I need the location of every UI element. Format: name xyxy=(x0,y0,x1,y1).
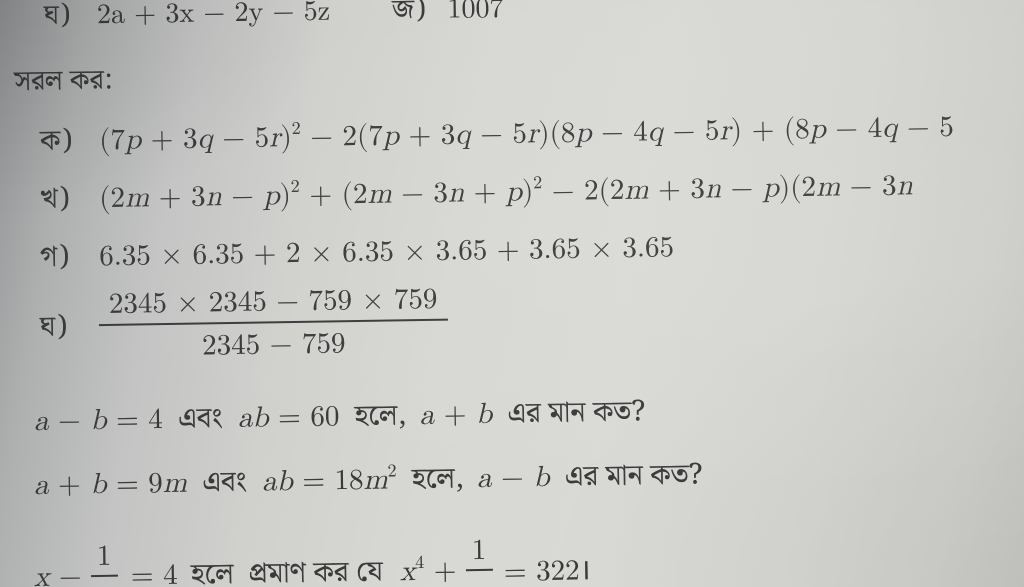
bottom-fragment: x − 1 = 4 হলে প্রমাণ কর যে x4 + 1 = 322। xyxy=(33,531,591,587)
wp1-lhs2: ab = 60 xyxy=(238,402,340,433)
heading: সরল কর: xyxy=(14,58,113,105)
top-left-expr: 2a + 3x − 2y − 5z xyxy=(97,0,331,29)
bottom-right-frac-den xyxy=(466,569,493,587)
item-kha: খ) (2m + 3n − p)2 + (2m − 3n + p)2 − 2(2… xyxy=(40,162,913,223)
label-ka: ক) xyxy=(40,117,93,165)
bottom-eq: = 4 xyxy=(131,561,178,587)
bottom-left-frac: 1 xyxy=(91,539,119,587)
item-ga: গ) 6.35 × 6.35 + 2 × 6.35 × 3.65 + 3.65 … xyxy=(40,224,675,281)
bottom-left-frac-den xyxy=(91,575,118,587)
expr-ga: 6.35 × 6.35 + 2 × 6.35 × 3.65 + 3.65 × 3… xyxy=(99,233,674,271)
label-ga: গ) xyxy=(40,233,93,281)
fraction-gha: 2345 × 2345 − 759 × 759 2345 − 759 xyxy=(99,282,449,365)
item-ka: ক) (7p + 3q − 5r)2 − 2(7p + 3q − 5r)(8p … xyxy=(40,104,954,165)
wp1-conj: এবং xyxy=(178,395,223,443)
fraction-gha-num: 2345 × 2345 − 759 × 759 xyxy=(99,282,448,324)
page: ঘ) 2a + 3x − 2y − 5z জ) 1007 সরল কর: ক) … xyxy=(0,0,1024,587)
expr-ka: (7p + 3q − 5r)2 − 2(7p + 3q − 5r)(8p − 4… xyxy=(99,113,954,155)
fraction-gha-den: 2345 − 759 xyxy=(99,319,448,365)
wp1-ask-tail: এর মান কত? xyxy=(507,388,646,437)
bottom-right-frac-num: 1 xyxy=(466,533,493,569)
wp2-lhs1: a + b = 9m xyxy=(34,469,187,500)
bottom-right-frac: 1 xyxy=(466,533,494,587)
wp2-conj: এবং xyxy=(202,459,247,507)
bottom-mid: হলে প্রমাণ কর যে xyxy=(190,549,383,587)
wp1-then: হলে, xyxy=(354,392,407,440)
top-right-bullet: জ) xyxy=(392,0,426,34)
bottom-right-pre: x4 + xyxy=(400,556,467,586)
top-right-expr: 1007 xyxy=(447,0,503,24)
item-gha: ঘ) 2345 × 2345 − 759 × 759 2345 − 759 xyxy=(39,282,448,366)
top-fragment: ঘ) 2a + 3x − 2y − 5z জ) 1007 xyxy=(44,0,504,39)
top-left-bullet: ঘ) xyxy=(44,0,91,39)
bottom-right-tail: = 322। xyxy=(504,556,591,586)
wp2-then: হলে, xyxy=(412,455,465,503)
bottom-left-frac-num: 1 xyxy=(91,539,118,575)
label-gha: ঘ) xyxy=(40,303,93,351)
word-problem-1: a − b = 4 এবং ab = 60 হলে, a + b এর মান … xyxy=(34,388,646,445)
word-problem-2: a + b = 9m এবং ab = 18m2 হলে, a − b এর ম… xyxy=(34,451,703,508)
label-kha: খ) xyxy=(40,175,93,223)
wp2-lhs2: ab = 18m2 xyxy=(262,465,397,496)
wp1-ask-expr: a + b xyxy=(419,400,492,430)
wp1-lhs1: a − b = 4 xyxy=(34,405,163,436)
bottom-left-expr: x − xyxy=(34,562,92,587)
wp2-ask-expr: a − b xyxy=(477,463,550,493)
wp2-ask-tail: এর মান কত? xyxy=(564,451,703,500)
expr-kha: (2m + 3n − p)2 + (2m − 3n + p)2 − 2(2m +… xyxy=(99,171,913,213)
